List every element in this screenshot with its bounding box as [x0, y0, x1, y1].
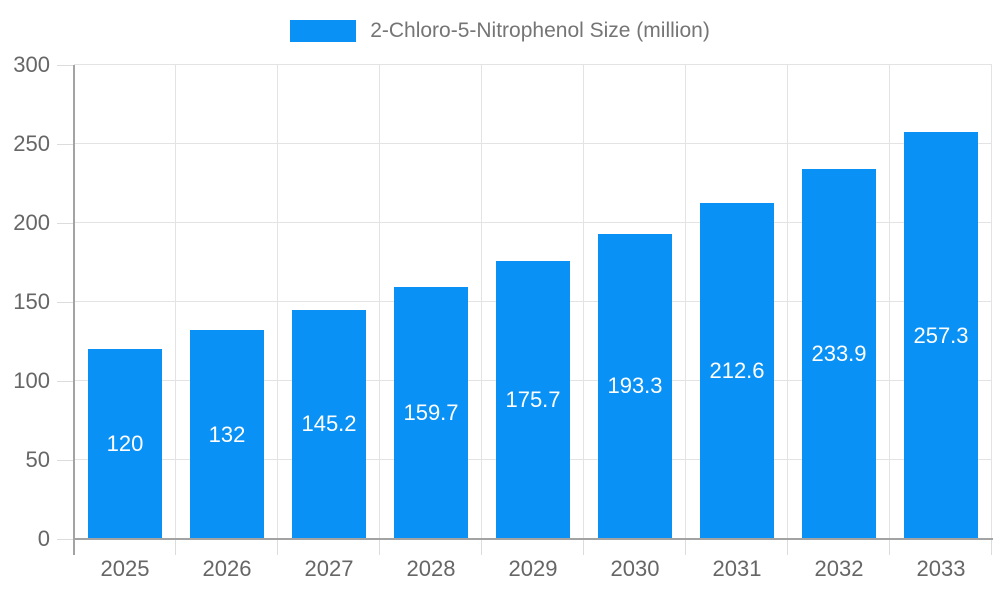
bar-2029[interactable]: [496, 261, 570, 539]
gridline-vertical: [787, 65, 788, 539]
y-tick-mark: [57, 302, 73, 303]
bar-value-label: 145.2: [301, 411, 357, 437]
gridline-vertical: [888, 65, 890, 539]
x-tick-mark: [685, 540, 686, 555]
gridline-vertical: [480, 65, 482, 539]
bar-2025[interactable]: [87, 349, 162, 539]
y-tick-label: 150: [13, 289, 50, 314]
bar-2032[interactable]: [802, 169, 876, 539]
bar-2028[interactable]: [394, 286, 468, 539]
y-tick-mark: [57, 460, 73, 461]
bar-2027[interactable]: [292, 309, 366, 539]
x-tick-mark: [991, 540, 992, 555]
bar-value-label: 212.6: [709, 358, 765, 384]
x-tick-label-2028: 2028: [406, 556, 456, 581]
gridline-vertical: [378, 65, 380, 539]
x-tick-label-2031: 2031: [712, 556, 762, 581]
legend[interactable]: 2-Chloro-5-Nitrophenol Size (million): [0, 18, 1000, 44]
x-tick-mark: [583, 540, 584, 555]
legend-swatch: [290, 20, 357, 42]
gridline-horizontal: [74, 64, 992, 65]
x-tick-label-2029: 2029: [508, 556, 558, 581]
bar-value-label: 233.9: [811, 341, 867, 367]
y-tick-label: 300: [13, 52, 50, 77]
x-tick-mark: [481, 540, 482, 555]
gridline-horizontal: [74, 222, 992, 224]
x-tick-label-2025: 2025: [100, 556, 150, 581]
y-tick-label: 200: [13, 210, 50, 235]
x-tick-label-2030: 2030: [610, 556, 660, 581]
x-tick-label-2026: 2026: [202, 556, 252, 581]
bar-value-label: 193.3: [607, 373, 663, 399]
x-tick-label-2033: 2033: [916, 556, 966, 581]
bar-value-label: 159.7: [403, 399, 459, 425]
bar-value-label: 120: [106, 431, 144, 457]
x-tick-mark: [889, 540, 890, 555]
y-tick-label: 50: [25, 447, 50, 472]
bar-2031[interactable]: [700, 203, 774, 539]
bar-2033[interactable]: [904, 132, 978, 539]
gridline-vertical: [174, 65, 176, 539]
y-tick-mark: [57, 223, 73, 224]
gridline-vertical: [684, 65, 686, 539]
bar-value-label: 175.7: [505, 387, 561, 413]
y-tick-label: 250: [13, 131, 50, 156]
y-tick-mark: [57, 65, 73, 66]
y-axis-line: [73, 65, 75, 555]
y-tick-label: 0: [37, 526, 50, 551]
x-tick-label-2027: 2027: [304, 556, 354, 581]
bar-value-label: 132: [208, 421, 246, 447]
plot-area: 120 132 145.2 159.7 175.7 193.3 212.6 233.9 257.…: [74, 64, 992, 539]
gridline-vertical: [583, 65, 584, 539]
bar-2030[interactable]: [598, 233, 672, 539]
x-tick-mark: [175, 540, 176, 555]
gridline-horizontal: [74, 143, 992, 144]
y-tick-mark: [57, 539, 73, 540]
x-axis-line: [73, 538, 993, 540]
gridline-vertical: [276, 65, 278, 539]
gridline-vertical: [991, 65, 992, 539]
legend-label: 2-Chloro-5-Nitrophenol Size (million): [370, 19, 710, 42]
x-tick-mark: [379, 540, 380, 555]
bar-value-label: 257.3: [913, 322, 969, 348]
y-tick-mark: [57, 381, 73, 382]
bar-2026[interactable]: [189, 330, 264, 539]
x-tick-mark: [787, 540, 788, 555]
x-tick-label-2032: 2032: [814, 556, 864, 581]
y-tick-label: 100: [13, 368, 50, 393]
y-tick-mark: [57, 144, 73, 145]
x-tick-mark: [277, 540, 278, 555]
